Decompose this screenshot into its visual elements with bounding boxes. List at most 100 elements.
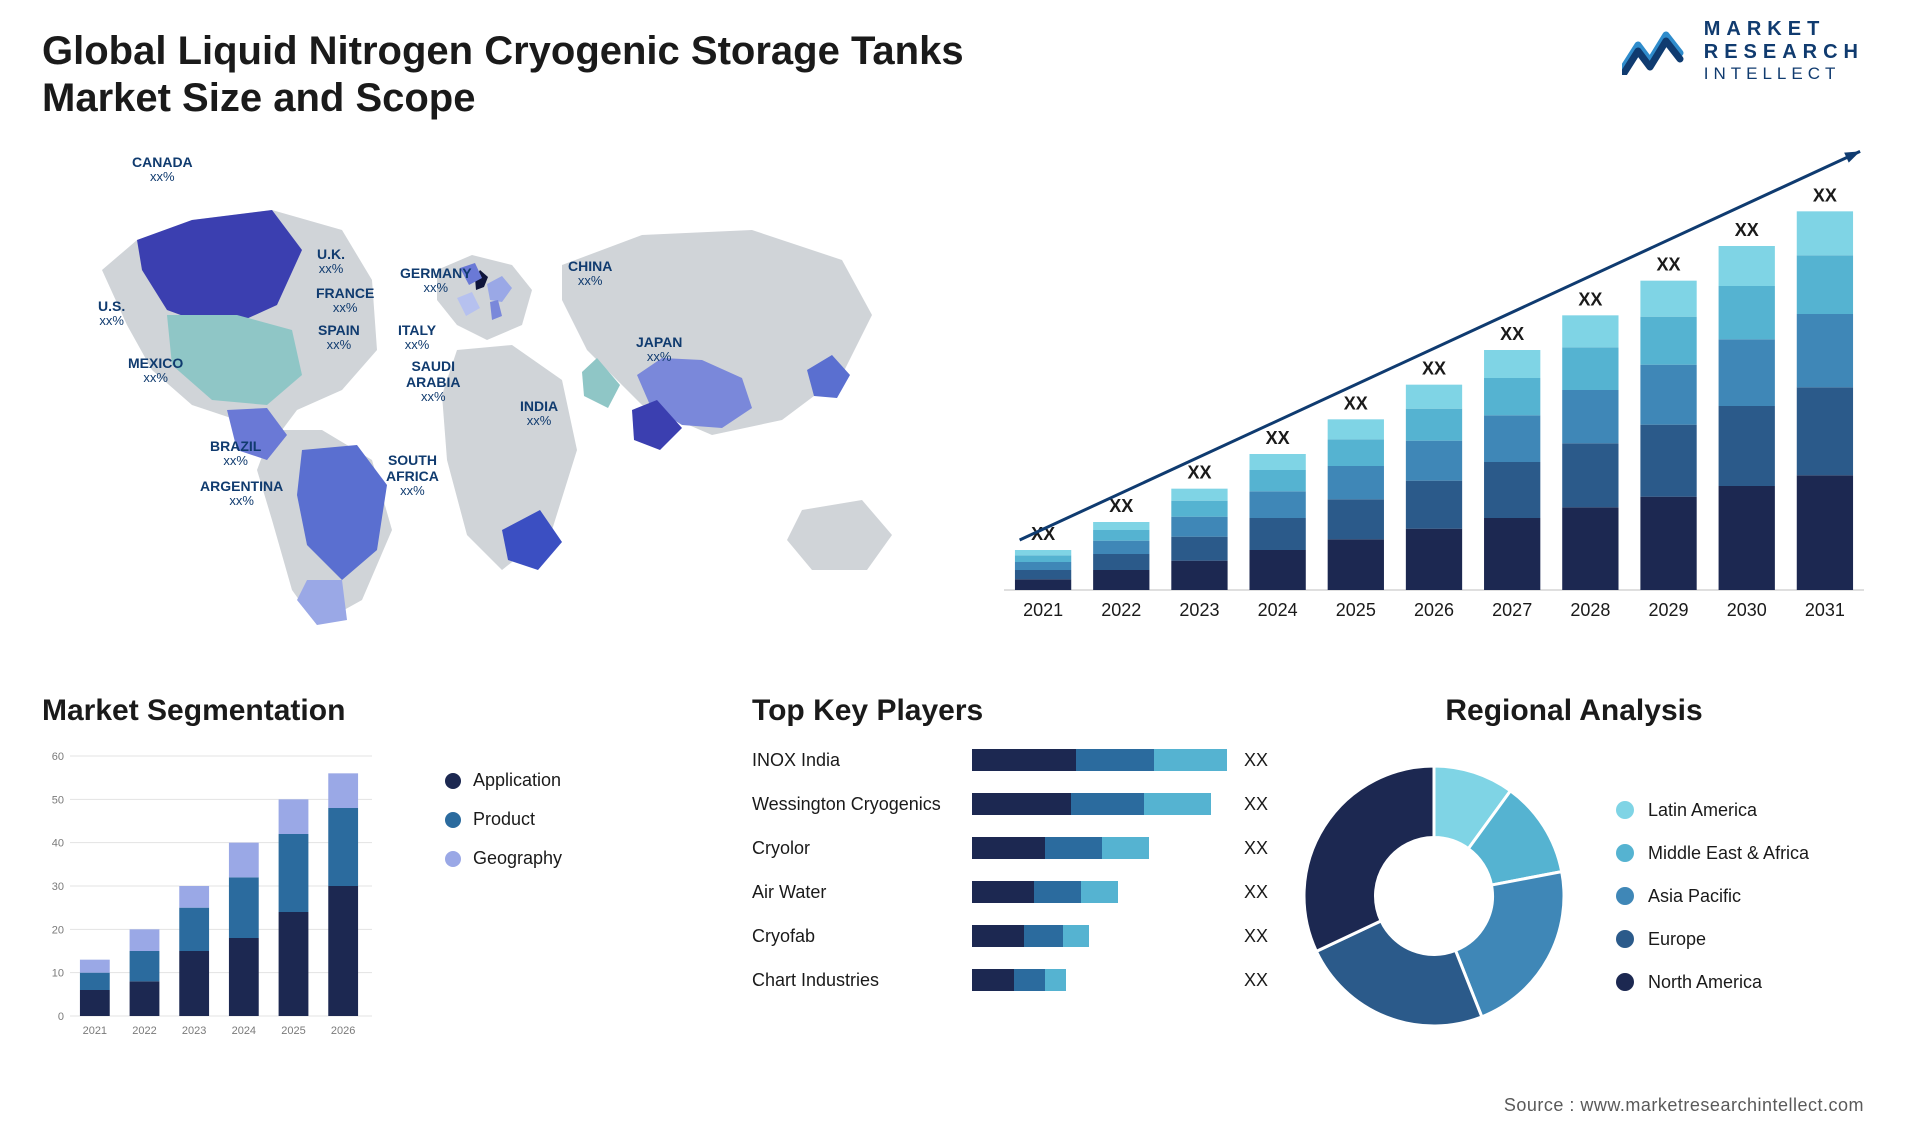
legend-swatch-icon	[1616, 887, 1634, 905]
map-country-pct: xx%	[386, 484, 439, 499]
svg-text:40: 40	[52, 838, 64, 850]
svg-text:2024: 2024	[232, 1025, 256, 1037]
players-title: Top Key Players	[752, 694, 1292, 728]
player-row: INOX India XX	[752, 746, 1292, 774]
seg-legend-item: Geography	[445, 848, 562, 869]
world-map-panel: CANADAxx%U.S.xx%MEXICOxx%BRAZILxx%ARGENT…	[42, 150, 922, 630]
map-country-name: U.K.	[317, 246, 345, 262]
svg-text:2023: 2023	[1179, 600, 1219, 620]
svg-text:2026: 2026	[1414, 600, 1454, 620]
map-country-pct: xx%	[316, 301, 374, 316]
player-value: XX	[1244, 882, 1268, 903]
map-country-name: BRAZIL	[210, 438, 261, 454]
player-bar	[972, 837, 1149, 859]
donut-legend-label: Asia Pacific	[1648, 886, 1741, 907]
map-country-name: ARGENTINA	[200, 478, 283, 494]
svg-text:2021: 2021	[1023, 600, 1063, 620]
player-name: INOX India	[752, 750, 972, 771]
seg-legend-label: Product	[473, 809, 535, 830]
map-label-italy: ITALYxx%	[398, 322, 436, 353]
map-label-u-k-: U.K.xx%	[317, 246, 345, 277]
legend-swatch-icon	[1616, 930, 1634, 948]
map-country-pct: xx%	[406, 390, 460, 405]
player-value: XX	[1244, 970, 1268, 991]
map-country-pct: xx%	[128, 371, 183, 386]
player-name: Cryofab	[752, 926, 972, 947]
regional-analysis-panel: Regional Analysis Latin AmericaMiddle Ea…	[1284, 694, 1864, 1064]
map-country-name: MEXICO	[128, 355, 183, 371]
svg-text:XX: XX	[1344, 393, 1368, 413]
svg-text:XX: XX	[1578, 289, 1602, 309]
map-country-pct: xx%	[132, 170, 193, 185]
svg-text:2028: 2028	[1570, 600, 1610, 620]
seg-legend-item: Application	[445, 770, 562, 791]
map-country-pct: xx%	[318, 338, 360, 353]
map-label-brazil: BRAZILxx%	[210, 438, 261, 469]
map-label-u-s-: U.S.xx%	[98, 298, 125, 329]
donut-title: Regional Analysis	[1284, 694, 1864, 728]
svg-text:XX: XX	[1266, 428, 1290, 448]
world-map-icon	[42, 150, 922, 630]
map-country-name: INDIA	[520, 398, 558, 414]
svg-text:2022: 2022	[1101, 600, 1141, 620]
player-bar	[972, 881, 1118, 903]
svg-text:2030: 2030	[1727, 600, 1767, 620]
map-label-france: FRANCExx%	[316, 285, 374, 316]
player-name: Wessington Cryogenics	[752, 794, 972, 815]
map-country-name: SPAIN	[318, 322, 360, 338]
player-row: Cryofab XX	[752, 922, 1292, 950]
svg-text:50: 50	[52, 794, 64, 806]
logo-text-line2: RESEARCH	[1704, 41, 1864, 64]
page-title: Global Liquid Nitrogen Cryogenic Storage…	[42, 28, 1042, 122]
map-label-saudi-arabia: SAUDIARABIAxx%	[406, 358, 460, 405]
legend-swatch-icon	[445, 851, 461, 867]
player-row: Air Water XX	[752, 878, 1292, 906]
map-country-name: CHINA	[568, 258, 612, 274]
player-name: Air Water	[752, 882, 972, 903]
svg-text:XX: XX	[1813, 185, 1837, 205]
map-country-name: SOUTHAFRICA	[386, 452, 439, 484]
seg-legend-label: Geography	[473, 848, 562, 869]
brand-logo: MARKET RESEARCH INTELLECT	[1622, 18, 1864, 84]
player-row: Chart Industries XX	[752, 966, 1292, 994]
market-segmentation-panel: Market Segmentation 01020304050602021202…	[42, 694, 562, 1064]
player-bar	[972, 925, 1089, 947]
map-country-pct: xx%	[398, 338, 436, 353]
player-name: Cryolor	[752, 838, 972, 859]
player-name: Chart Industries	[752, 970, 972, 991]
map-label-south-africa: SOUTHAFRICAxx%	[386, 452, 439, 499]
map-label-japan: JAPANxx%	[636, 334, 682, 365]
donut-legend-item: North America	[1616, 972, 1809, 993]
map-country-name: SAUDIARABIA	[406, 358, 460, 390]
map-country-name: FRANCE	[316, 285, 374, 301]
map-country-pct: xx%	[520, 414, 558, 429]
svg-text:2025: 2025	[281, 1025, 305, 1037]
legend-swatch-icon	[1616, 844, 1634, 862]
map-country-name: GERMANY	[400, 265, 472, 281]
logo-mark-icon	[1622, 27, 1686, 75]
player-bar	[972, 793, 1211, 815]
player-value: XX	[1244, 926, 1268, 947]
svg-text:XX: XX	[1109, 496, 1133, 516]
svg-text:10: 10	[52, 968, 64, 980]
svg-text:20: 20	[52, 924, 64, 936]
donut-legend-label: North America	[1648, 972, 1762, 993]
logo-text-line1: MARKET	[1704, 18, 1864, 41]
svg-text:2026: 2026	[331, 1025, 355, 1037]
map-country-pct: xx%	[568, 274, 612, 289]
map-country-pct: xx%	[317, 262, 345, 277]
legend-swatch-icon	[445, 773, 461, 789]
player-row: CryolorXX	[752, 834, 1292, 862]
player-value: XX	[1244, 750, 1268, 771]
source-note: Source : www.marketresearchintellect.com	[1504, 1095, 1864, 1116]
segmentation-title: Market Segmentation	[42, 694, 562, 728]
svg-text:60: 60	[52, 751, 64, 763]
legend-swatch-icon	[445, 812, 461, 828]
donut-legend-item: Latin America	[1616, 800, 1809, 821]
map-country-name: U.S.	[98, 298, 125, 314]
logo-text-line3: INTELLECT	[1704, 64, 1864, 84]
svg-text:XX: XX	[1187, 463, 1211, 483]
main-bar-chart: XX2021XX2022XX2023XX2024XX2025XX2026XX20…	[1004, 150, 1864, 630]
legend-swatch-icon	[1616, 801, 1634, 819]
svg-text:2031: 2031	[1805, 600, 1845, 620]
